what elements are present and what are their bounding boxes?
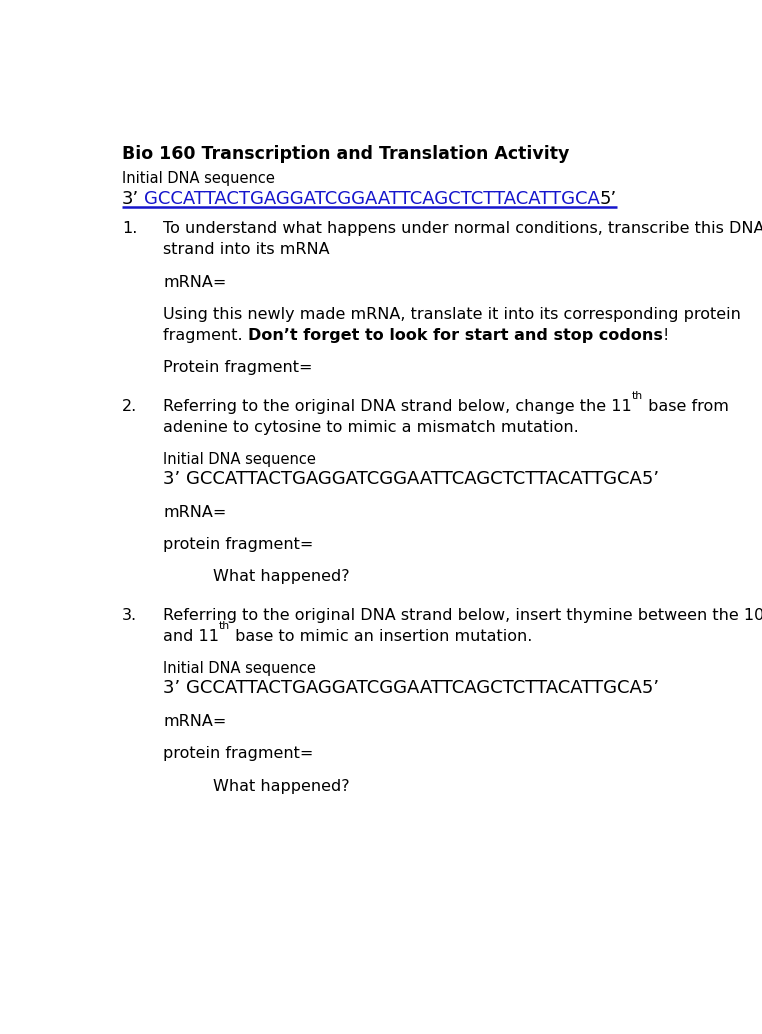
Text: protein fragment=: protein fragment= <box>163 747 313 761</box>
Text: 3’ GCCATTACTGAGGATCGGAATTCAGCTCTTACATTGCA5’: 3’ GCCATTACTGAGGATCGGAATTCAGCTCTTACATTGC… <box>163 678 659 697</box>
Text: To understand what happens under normal conditions, transcribe this DNA: To understand what happens under normal … <box>163 221 762 237</box>
Text: Using this newly made mRNA, translate it into its corresponding protein: Using this newly made mRNA, translate it… <box>163 307 741 322</box>
Text: strand into its mRNA: strand into its mRNA <box>163 242 330 257</box>
Text: Referring to the original DNA strand below, insert thymine between the 10: Referring to the original DNA strand bel… <box>163 608 762 624</box>
Text: 5’: 5’ <box>600 189 617 208</box>
Text: !: ! <box>663 328 669 343</box>
Text: Don’t forget to look for start and stop codons: Don’t forget to look for start and stop … <box>248 328 663 343</box>
Text: Referring to the original DNA strand below, change the 11: Referring to the original DNA strand bel… <box>163 399 632 414</box>
Text: 3’ GCCATTACTGAGGATCGGAATTCAGCTCTTACATTGCA5’: 3’ GCCATTACTGAGGATCGGAATTCAGCTCTTACATTGC… <box>163 469 659 488</box>
Text: protein fragment=: protein fragment= <box>163 538 313 552</box>
Text: Protein fragment=: Protein fragment= <box>163 360 312 375</box>
Text: th: th <box>632 391 643 401</box>
Text: adenine to cytosine to mimic a mismatch mutation.: adenine to cytosine to mimic a mismatch … <box>163 420 579 435</box>
Text: Bio 160 Transcription and Translation Activity: Bio 160 Transcription and Translation Ac… <box>122 145 569 162</box>
Text: Initial DNA sequence: Initial DNA sequence <box>122 172 274 186</box>
Text: th: th <box>219 621 230 631</box>
Text: 1.: 1. <box>122 221 137 237</box>
Text: Initial DNA sequence: Initial DNA sequence <box>163 662 316 676</box>
Text: GCCATTACTGAGGATCGGAATTCAGCTCTTACATTGCA: GCCATTACTGAGGATCGGAATTCAGCTCTTACATTGCA <box>144 189 600 208</box>
Text: 2.: 2. <box>122 399 137 414</box>
Text: 3.: 3. <box>122 608 137 624</box>
Text: Initial DNA sequence: Initial DNA sequence <box>163 452 316 467</box>
Text: base from: base from <box>643 399 729 414</box>
Text: 3’: 3’ <box>122 189 139 208</box>
Text: What happened?: What happened? <box>213 779 350 794</box>
Text: mRNA=: mRNA= <box>163 275 226 290</box>
Text: and 11: and 11 <box>163 629 219 644</box>
Text: mRNA=: mRNA= <box>163 505 226 520</box>
Text: mRNA=: mRNA= <box>163 714 226 729</box>
Text: What happened?: What happened? <box>213 570 350 584</box>
Text: fragment.: fragment. <box>163 328 248 343</box>
Text: base to mimic an insertion mutation.: base to mimic an insertion mutation. <box>230 629 533 644</box>
